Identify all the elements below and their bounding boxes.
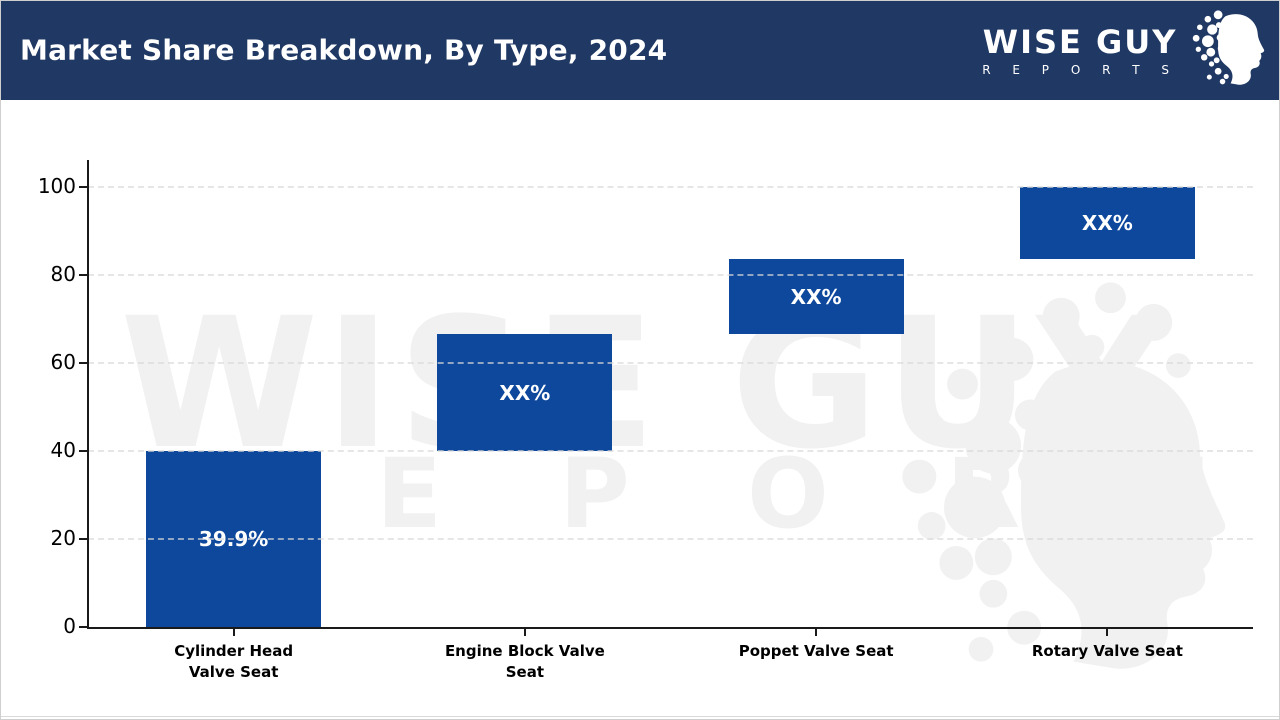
logo-subtitle: R E P O R T S <box>982 63 1178 77</box>
y-tick-label: 20 <box>50 526 76 550</box>
y-tick-mark <box>79 538 87 540</box>
plot-area: 39.9% XX% XX% XX% <box>88 186 1253 627</box>
y-tick-label: 60 <box>50 350 76 374</box>
gridline <box>88 274 1253 276</box>
x-tick-mark <box>523 629 526 636</box>
bar: XX% <box>1019 187 1195 260</box>
y-axis-spine <box>87 160 89 629</box>
page-title: Market Share Breakdown, By Type, 2024 <box>20 33 668 67</box>
y-tick-mark <box>79 450 87 452</box>
y-tick-label: 80 <box>50 262 76 286</box>
logo-text: WISE GUY R E P O R T S <box>982 23 1178 77</box>
x-category-label: Rotary Valve Seat <box>1031 642 1183 660</box>
bar: XX% <box>437 333 613 452</box>
header-bar: Market Share Breakdown, By Type, 2024 WI… <box>0 0 1280 100</box>
gridline <box>88 362 1253 364</box>
y-tick-mark <box>79 274 87 276</box>
x-tick-mark <box>232 629 235 636</box>
gridline <box>88 186 1253 188</box>
watermark-head-icon <box>902 282 1226 669</box>
x-axis-spine <box>87 627 1253 629</box>
bar-label: XX% <box>499 380 551 405</box>
y-tick-label: 40 <box>50 438 76 462</box>
gridline <box>88 538 1253 540</box>
y-tick-mark <box>79 362 87 364</box>
x-tick-mark <box>1106 629 1109 636</box>
bar: XX% <box>728 259 904 334</box>
y-tick-mark <box>79 626 87 628</box>
logo-wordmark: WISE GUY <box>982 23 1178 61</box>
x-category-label: Engine Block Valve Seat <box>444 642 605 681</box>
x-category-label: Poppet Valve Seat <box>738 642 894 660</box>
y-tick-label: 0 <box>63 614 76 638</box>
y-tick-mark <box>79 186 87 188</box>
chart-area: WISE GUY R E P O R T S 39.9%XX%XX%XX% Cy… <box>0 100 1280 716</box>
x-tick-mark <box>815 629 818 636</box>
bar-label: XX% <box>790 284 842 309</box>
wiseguy-logo: WISE GUY R E P O R T S <box>982 6 1268 94</box>
x-category-label: Cylinder Head Valve Seat <box>174 642 294 681</box>
gridline <box>88 450 1253 452</box>
footer-divider <box>0 716 1280 717</box>
bar-label: XX% <box>1081 211 1133 236</box>
head-dots-icon <box>1192 10 1265 85</box>
y-tick-label: 100 <box>37 174 76 198</box>
